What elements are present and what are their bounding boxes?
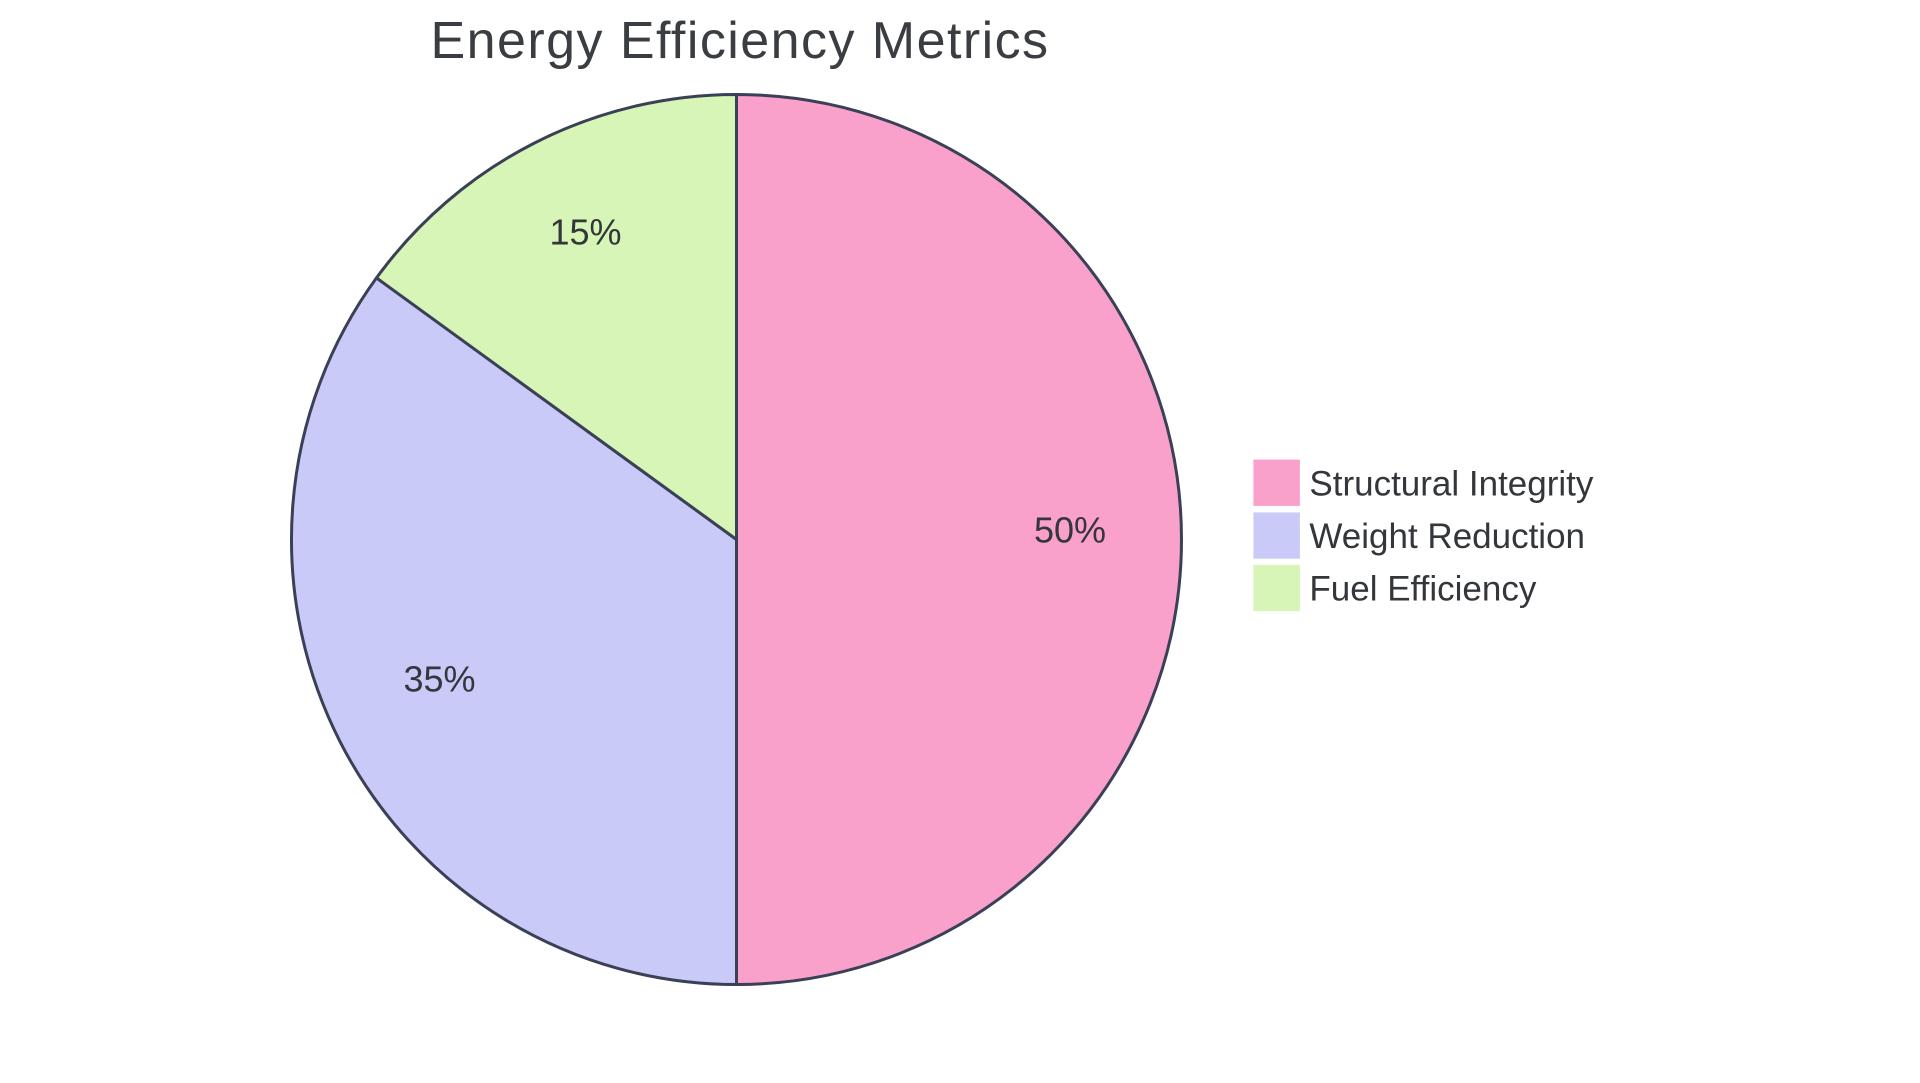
svg-text:50%: 50%	[1034, 510, 1106, 551]
svg-text:Structural Integrity: Structural Integrity	[1309, 465, 1593, 504]
svg-text:Weight Reduction: Weight Reduction	[1309, 517, 1585, 556]
svg-text:Fuel Efficiency: Fuel Efficiency	[1309, 570, 1536, 609]
svg-text:Energy Efficiency Metrics: Energy Efficiency Metrics	[430, 12, 1049, 70]
svg-text:15%: 15%	[549, 212, 621, 253]
svg-text:35%: 35%	[403, 659, 475, 700]
